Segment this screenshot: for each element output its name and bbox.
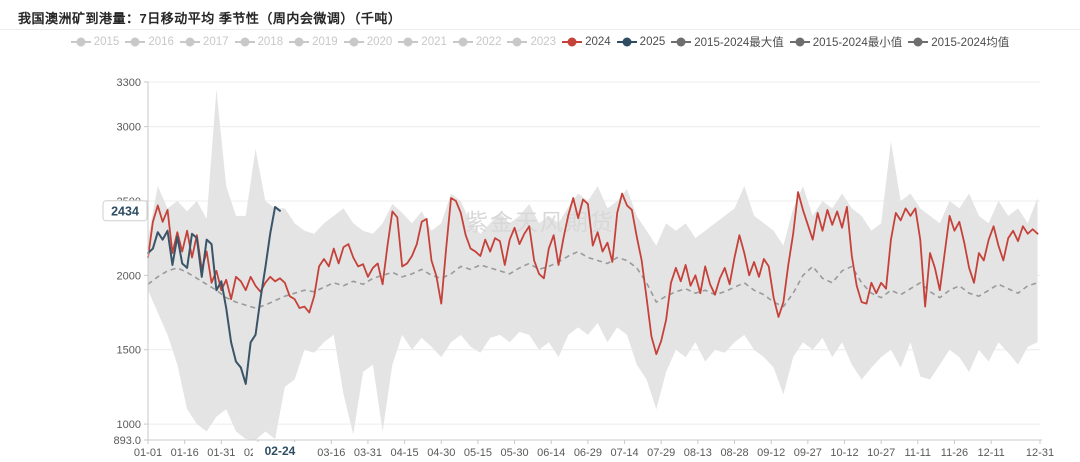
legend-marker-icon xyxy=(507,37,528,47)
legend-marker-icon xyxy=(125,37,146,47)
watermark: 紫金天风期货 xyxy=(465,209,615,235)
legend-marker-icon xyxy=(562,37,583,47)
page-title: 我国澳洲矿到港量：7日移动平均 季节性（周内会微调）（千吨） xyxy=(18,11,402,26)
mean-line xyxy=(147,250,1038,309)
legend-item-2015[interactable]: 2015 xyxy=(70,36,120,48)
x-tick-label: 10-12 xyxy=(830,447,858,459)
legend-marker-icon xyxy=(616,37,637,47)
legend-item-2015-2024[interactable]: 2015-2024最小值 xyxy=(789,34,903,50)
x-tick-label: 01-16 xyxy=(171,447,199,459)
legend-item-label: 2020 xyxy=(366,36,393,48)
legend-item-label: 2019 xyxy=(312,36,338,48)
x-tick-label: 09-12 xyxy=(757,447,785,459)
legend-marker-icon xyxy=(671,37,692,47)
x-tick-label: 04-30 xyxy=(427,447,455,459)
series-2024-line xyxy=(147,191,1039,356)
legend-marker-icon xyxy=(398,37,419,47)
x-tick-label: 05-30 xyxy=(501,447,529,459)
legend-item-2023[interactable]: 2023 xyxy=(507,36,556,48)
current-date-label: 02-24 xyxy=(265,444,296,458)
legend-item-label: 2025 xyxy=(639,36,666,48)
x-tick-label: 08-13 xyxy=(684,447,712,459)
x-tick-label: 03-31 xyxy=(354,447,382,459)
legend-item-label: 2016 xyxy=(148,36,174,48)
x-tick-label: 07-29 xyxy=(647,447,675,459)
legend-item-label: 2015-2024最大值 xyxy=(694,37,784,49)
x-tick-label: 09-27 xyxy=(794,447,822,459)
legend-item-2019[interactable]: 2019 xyxy=(289,36,338,48)
x-tick-label: 03-16 xyxy=(317,447,345,459)
y-tick-label: 893.0 xyxy=(113,435,141,447)
legend-item-label: 2021 xyxy=(421,36,447,48)
legend-item-2021[interactable]: 2021 xyxy=(398,36,447,48)
x-tick-label: 10-27 xyxy=(867,447,895,459)
x-tick-label: 08-28 xyxy=(720,447,748,459)
legend-marker-icon xyxy=(289,37,310,47)
x-tick-label: 07-14 xyxy=(610,447,638,459)
legend-marker-icon xyxy=(452,37,473,47)
legend-item-2017[interactable]: 2017 xyxy=(179,36,229,48)
current-date-label-bg xyxy=(252,442,307,458)
legend-marker-icon xyxy=(70,37,91,47)
x-tick-label: 06-14 xyxy=(537,447,565,459)
legend-item-2025[interactable]: 2025 xyxy=(616,36,666,48)
band-min-max-area xyxy=(148,89,1038,440)
legend-item-2015-2024[interactable]: 2015-2024均值 xyxy=(908,34,1009,50)
series-2025-line xyxy=(147,205,281,385)
x-tick-label: 11-11 xyxy=(905,447,932,459)
legend-marker-icon xyxy=(234,37,255,47)
x-tick-label: 01-31 xyxy=(207,447,235,459)
x-tick-label: 06-29 xyxy=(574,447,602,459)
legend-item-label: 2023 xyxy=(530,36,557,48)
legend-marker-icon xyxy=(908,37,929,47)
legend-item-label: 2015-2024最小值 xyxy=(812,37,903,49)
x-tick-label: 04-15 xyxy=(391,447,419,459)
legend-item-label: 2015-2024均值 xyxy=(931,37,1010,49)
legend-item-2024[interactable]: 2024 xyxy=(562,36,611,48)
legend-marker-icon xyxy=(179,37,200,47)
y-tick-label: 3000 xyxy=(117,122,141,134)
y-tick-label: 1500 xyxy=(117,345,141,357)
legend-item-label: 2015 xyxy=(93,36,120,48)
title-divider xyxy=(0,29,1080,30)
y-tick-label: 1000 xyxy=(117,419,141,431)
legend-item-2022[interactable]: 2022 xyxy=(452,36,502,48)
x-tick-label: 01-01 xyxy=(134,447,162,459)
y-tick-label: 2000 xyxy=(117,270,141,282)
x-tick-label: 05-15 xyxy=(464,447,492,459)
current-value-label: 2434 xyxy=(111,204,139,218)
legend-item-label: 2024 xyxy=(585,36,611,48)
legend-item-label: 2022 xyxy=(475,36,502,48)
legend-item-label: 2018 xyxy=(257,36,284,48)
x-tick-label: 12-31 xyxy=(1026,447,1054,459)
x-tick-label: 12-11 xyxy=(977,447,1004,459)
x-tick-label: 11-26 xyxy=(941,447,968,459)
y-tick-label: 3300 xyxy=(117,77,141,89)
chart-legend: 2015 2016 2017 2018 2019 2020 2021 2022 2023 2024… xyxy=(0,34,1080,50)
legend-item-2015-2024[interactable]: 2015-2024最大值 xyxy=(671,34,784,50)
legend-item-2018[interactable]: 2018 xyxy=(234,36,284,48)
legend-marker-icon xyxy=(789,37,810,47)
legend-marker-icon xyxy=(343,37,364,47)
current-value-label-bg xyxy=(102,200,148,222)
legend-item-2016[interactable]: 2016 xyxy=(125,36,174,48)
legend-item-label: 2017 xyxy=(202,36,229,48)
legend-item-2020[interactable]: 2020 xyxy=(343,36,393,48)
